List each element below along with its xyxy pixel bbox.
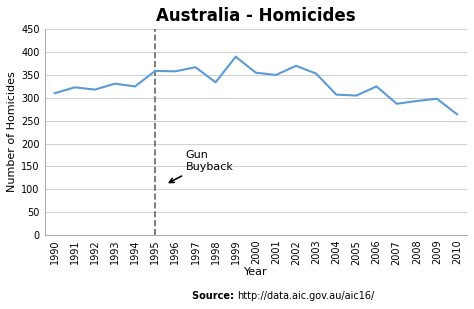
Text: Gun
Buyback: Gun Buyback: [169, 150, 233, 183]
X-axis label: Year: Year: [244, 267, 268, 277]
Y-axis label: Number of Homicides: Number of Homicides: [7, 72, 17, 193]
Text: http://data.aic.gov.au/aic16/: http://data.aic.gov.au/aic16/: [237, 291, 374, 301]
Text: Source:: Source:: [191, 291, 237, 301]
Title: Australia - Homicides: Australia - Homicides: [156, 7, 356, 25]
